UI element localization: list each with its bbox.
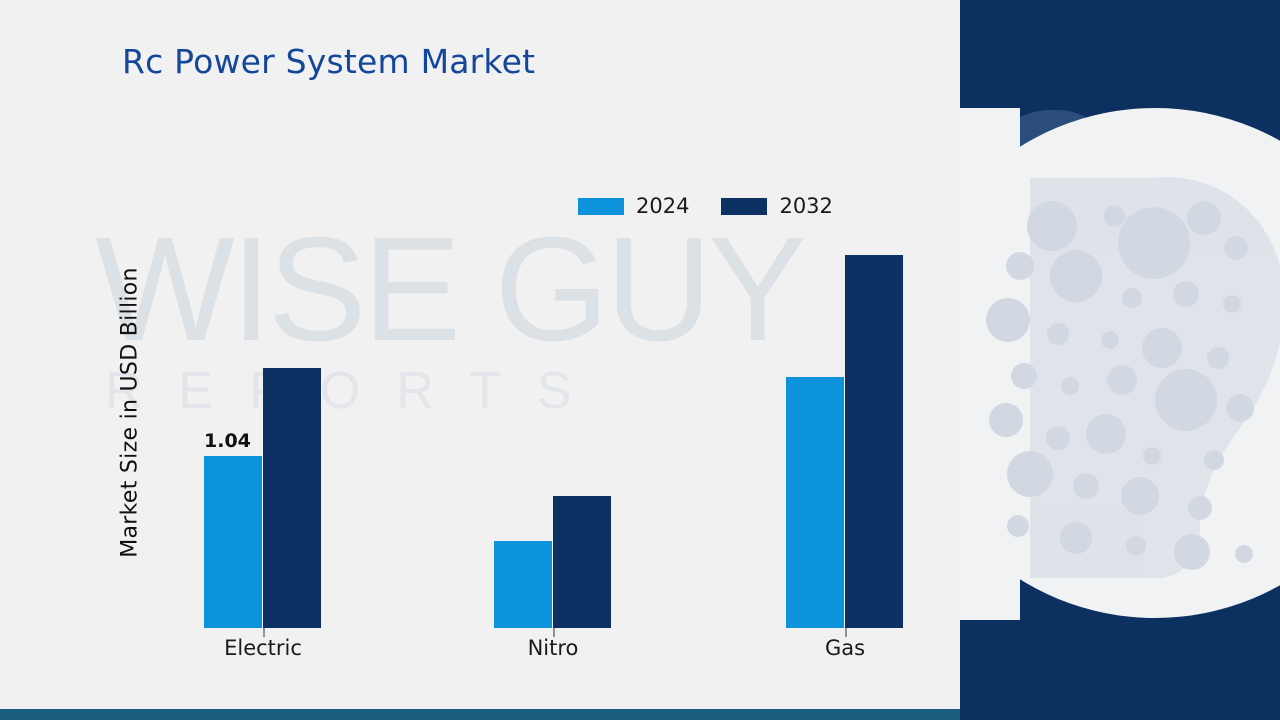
legend-item-2032[interactable]: 2032 [721,194,833,218]
page-title: Rc Power System Market [122,42,536,81]
bar-nitro-2032[interactable] [553,496,611,628]
bottom-accent-strip [0,709,960,720]
brand-panel: WISE GUY R E P O R T S [960,0,1280,720]
x-tick-nitro [553,628,555,637]
bar-electric-2024[interactable] [204,456,262,628]
brain-dots-pattern [986,177,1280,578]
x-tick-gas [845,628,847,637]
x-axis-label-gas: Gas [824,636,866,660]
legend-label-2024: 2024 [636,194,690,218]
legend-swatch-2032 [721,197,768,215]
bar-label-electric-2024: 1.04 [204,430,251,452]
legend-item-2024[interactable]: 2024 [578,194,689,218]
legend-label-2032: 2032 [779,194,833,218]
plot-area: 1.04 [108,230,938,628]
x-tick-electric [263,628,265,637]
legend-swatch-2024 [578,197,624,215]
chart-legend: 2024 2032 [578,194,833,218]
bar-chart: 2024 2032 Market Size in USD Billion 1.0… [108,194,938,660]
x-axis-label-nitro: Nitro [527,636,579,660]
bar-gas-2024[interactable] [786,377,844,628]
x-axis-label-electric: Electric [224,636,302,660]
bar-electric-2032[interactable] [263,368,321,628]
bar-gas-2032[interactable] [845,255,903,628]
bar-nitro-2024[interactable] [494,541,552,628]
